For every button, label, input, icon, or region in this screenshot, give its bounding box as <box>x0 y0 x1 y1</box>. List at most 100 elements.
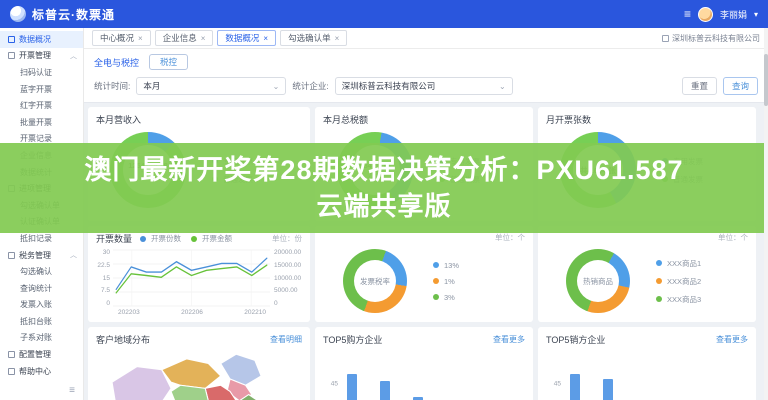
view-detail-link[interactable]: 查看明细 <box>270 335 302 344</box>
sidebar-item[interactable]: 发票入账 <box>0 297 83 314</box>
hamburger-menu-icon[interactable]: ≡ <box>683 7 691 21</box>
tab-label: 中心概况 <box>100 33 135 43</box>
tab-data-overview[interactable]: 数据概况 × <box>217 30 277 46</box>
user-menu-caret-icon[interactable]: ▾ <box>753 9 758 19</box>
y-axis-ticks: 4530150 <box>546 354 564 400</box>
user-name[interactable]: 李丽娟 <box>719 9 747 20</box>
promo-overlay-banner: 澳门最新开奖第28期数据决策分析：PXU61.587 云端共享版 <box>0 143 768 233</box>
bar <box>347 373 357 400</box>
building-icon <box>662 34 669 42</box>
collapse-caret-icon[interactable]: ︿ <box>70 52 77 60</box>
sidebar-item[interactable]: 扫码认证 <box>0 64 83 81</box>
top-bar: 标普云·数票通 ≡ 李丽娟 ▾ <box>0 0 768 28</box>
tab-center-overview[interactable]: 中心概况 × <box>92 30 151 46</box>
sidebar-item-label: 红字开票 <box>20 101 52 111</box>
axis-tick-label: 0 <box>274 300 278 307</box>
legend-item: 3% <box>433 293 459 302</box>
legend-label: 3% <box>444 292 455 302</box>
panel-title: TOP5销方企业 <box>546 335 606 345</box>
tab-close-icon[interactable]: × <box>200 33 206 43</box>
menu-group-icon <box>8 351 15 359</box>
sidebar-item[interactable]: 勾选确认 <box>0 263 83 280</box>
sidebar-item-label: 批量开票 <box>20 117 52 127</box>
toggle-all-electronic[interactable]: 全电与税控 <box>94 57 140 68</box>
tab-close-icon[interactable]: × <box>263 33 269 43</box>
panel-title: TOP5购方企业 <box>323 335 383 345</box>
sidebar-item[interactable]: 抵扣记录 <box>0 230 83 247</box>
company-filter-label: 统计企业: <box>292 81 329 91</box>
legend-item: 13% <box>433 261 459 270</box>
sidebar-item-label: 发票入账 <box>20 300 52 310</box>
tab-confirm-list[interactable]: 勾选确认单 × <box>280 30 348 46</box>
company-select[interactable]: 深圳标普云科技有限公司 ⌄ <box>334 77 513 95</box>
sidebar-item[interactable]: 红字开票 <box>0 97 83 114</box>
sidebar-item[interactable]: 蓝字开票 <box>0 81 83 98</box>
reset-button[interactable]: 重置 <box>681 77 717 95</box>
sidebar-item-label: 税务管理 <box>19 250 51 260</box>
app-title: 标普云·数票通 <box>32 7 115 22</box>
sidebar-item-label: 蓝字开票 <box>20 84 52 94</box>
sidebar-item[interactable]: 开票管理 ︿ <box>0 48 83 65</box>
legend-label: 1% <box>444 276 455 286</box>
china-map <box>111 353 262 400</box>
y-axis-ticks: 4530150 <box>323 354 341 400</box>
view-more-link[interactable]: 查看更多 <box>493 335 525 344</box>
time-select[interactable]: 本月 ⌄ <box>136 77 287 95</box>
panel-title: 本月营收入 <box>96 115 142 125</box>
sidebar-item[interactable]: 查询统计 <box>0 280 83 297</box>
panel-hot-goods: 单位：个 热销商品 XXX商品1 XXX商品2 XXX商品3 <box>538 226 756 322</box>
scrollbar-thumb[interactable] <box>764 54 768 106</box>
bar <box>413 396 423 400</box>
app-logo-icon <box>10 6 26 22</box>
sidebar-item-label: 开票管理 <box>19 51 51 61</box>
legend-label: XXX商品1 <box>667 258 702 268</box>
user-avatar[interactable] <box>697 6 713 22</box>
axis-tick-label: 202210 <box>244 309 266 316</box>
sidebar-item[interactable]: 抵扣台账 <box>0 313 83 330</box>
legend-dot-icon <box>433 262 439 268</box>
panel-top5-sellers: TOP5销方企业 查看更多 4530150 <box>538 327 756 400</box>
buyer-bar-chart <box>341 354 525 400</box>
tab-bar: 中心概况 × 企业信息 × 数据概况 × 勾选确认单 × 深圳标普云科技有限公司 <box>84 28 768 49</box>
sidebar-item[interactable]: 数据概况 <box>0 31 83 48</box>
axis-tick-label: 202206 <box>181 309 203 316</box>
sidebar-item[interactable]: 批量开票 <box>0 114 83 131</box>
sidebar-item-label: 抵扣台账 <box>20 316 52 326</box>
search-button[interactable]: 查询 <box>722 77 758 95</box>
legend-label: 开票份数 <box>151 234 182 243</box>
tab-close-icon[interactable]: × <box>138 33 143 43</box>
axis-tick-label: 45 <box>553 380 561 387</box>
panel-title: 月开票张数 <box>546 115 592 125</box>
tab-company-info[interactable]: 企业信息 × <box>154 30 214 46</box>
legend-dot-icon <box>656 260 662 266</box>
current-company-name: 深圳标普云科技有限公司 <box>672 33 760 43</box>
axis-tick-label: 10000.00 <box>274 274 302 282</box>
sidebar-item[interactable]: 开票记录 <box>0 131 83 148</box>
tab-close-icon[interactable]: × <box>334 33 340 43</box>
invoice-line-chart <box>113 249 270 307</box>
line-legend: 开票份数 开票金额 <box>140 233 232 244</box>
overlay-text-line2: 云端共享版 <box>316 190 452 221</box>
sidebar-item[interactable]: 税务管理 ︿ <box>0 247 83 264</box>
toggle-tax-control[interactable]: 税控 <box>149 54 189 70</box>
legend-dot-icon <box>656 278 662 284</box>
sidebar-item[interactable]: 子系对账 <box>0 330 83 347</box>
current-company: 深圳标普云科技有限公司 <box>662 33 760 44</box>
sidebar-collapse-icon[interactable]: ≡ <box>69 385 75 396</box>
sidebar-item[interactable]: 帮助中心 <box>0 363 83 380</box>
menu-group-icon <box>8 367 15 375</box>
legend-dot-icon <box>656 296 662 302</box>
menu-group-icon <box>8 251 15 259</box>
sidebar-item-label: 数据概况 <box>19 34 51 44</box>
x-axis-labels: 202203 202206 202210 <box>118 309 266 316</box>
overlay-text-line1: 澳门最新开奖第28期数据决策分析：PXU61.587 <box>84 155 684 186</box>
menu-group-icon <box>8 52 15 60</box>
sidebar-item[interactable]: 配置管理 <box>0 346 83 363</box>
scrollbar-track[interactable] <box>764 28 768 400</box>
collapse-caret-icon[interactable]: ︿ <box>70 252 77 260</box>
sidebar-item-label: 开票记录 <box>20 134 52 144</box>
bar <box>570 373 580 400</box>
view-more-link[interactable]: 查看更多 <box>716 335 748 344</box>
sidebar-item-label: 配置管理 <box>19 350 51 360</box>
tab-label: 企业信息 <box>162 33 197 43</box>
